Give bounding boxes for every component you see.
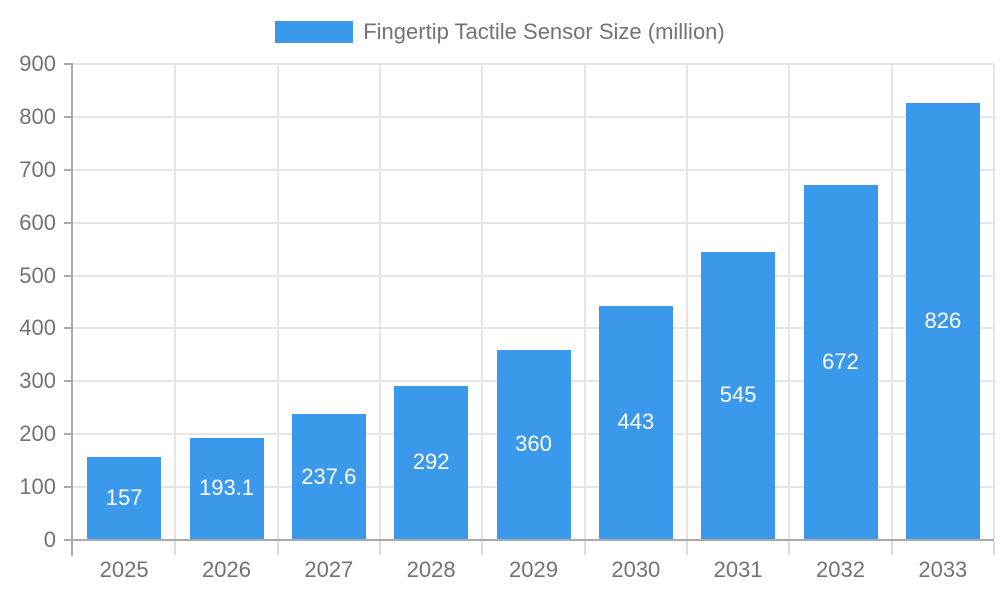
y-tick-label: 400 [19,315,56,341]
y-gridline [73,274,994,277]
category-tick [583,541,586,555]
category-tick [686,541,688,555]
bar-value-label: 237.6 [301,463,357,489]
bar-2025[interactable] [87,456,162,539]
category-gridline [686,64,688,540]
y-gridline [73,63,994,65]
y-axis-tick [64,539,73,541]
y-gridline [73,115,994,118]
category-gridline [276,64,279,540]
bar-2030[interactable] [598,305,673,539]
bar-2033[interactable] [905,103,980,539]
legend-swatch-icon [275,21,354,43]
bar-2028[interactable] [394,385,469,539]
x-tick-label: 2031 [713,557,763,582]
bar-value-label: 443 [617,409,655,435]
x-tick-label: 2030 [611,557,661,582]
x-tick-label: 2033 [918,557,968,582]
bar-value-label: 193.1 [198,475,255,501]
x-tick-label: 2025 [99,557,149,582]
y-tick-label: 300 [19,368,56,394]
bar-2031[interactable] [701,251,776,539]
category-tick [993,541,995,555]
category-gridline [993,64,995,540]
bar-value-label: 292 [412,449,450,475]
x-axis-line [71,539,994,541]
y-axis-tick [64,115,73,118]
x-tick-label: 2026 [202,557,251,582]
bar-value-label: 826 [924,308,962,334]
y-tick-label: 600 [19,209,56,235]
x-tick-label: 2032 [816,557,865,582]
y-axis-tick [64,63,73,65]
category-tick [788,541,791,555]
bar-value-label: 672 [822,348,859,374]
y-tick-label: 500 [19,262,56,288]
category-gridline [890,64,893,540]
y-gridline [73,168,994,171]
category-tick [481,541,484,555]
y-axis-tick [64,221,73,224]
category-gridline [481,64,484,540]
y-axis-tick [64,274,73,277]
bar-value-label: 360 [515,431,552,457]
y-tick-label: 800 [19,103,56,129]
x-tick-label: 2027 [304,557,354,582]
x-tick-label: 2029 [509,557,558,582]
category-gridline [379,64,381,540]
y-gridline [73,221,994,224]
y-axis-tick [64,168,73,171]
bar-value-label: 545 [719,382,757,408]
bar-2027[interactable] [291,414,366,539]
y-tick-label: 0 [43,527,56,552]
category-gridline [788,64,791,540]
y-gridline [73,327,994,330]
y-tick-label: 200 [19,421,56,447]
legend[interactable]: Fingertip Tactile Sensor Size (million) [0,21,1000,43]
y-axis-tick [64,327,73,330]
bar-2032[interactable] [803,184,878,539]
bar-2029[interactable] [496,349,571,539]
y-tick-label: 900 [19,51,56,76]
category-gridline [174,64,177,540]
bar-2026[interactable] [189,437,264,539]
category-tick [379,541,381,555]
category-tick [890,541,893,555]
y-tick-label: 700 [19,156,56,182]
y-axis-line [71,64,73,556]
y-axis-tick [64,486,73,489]
y-tick-label: 100 [19,474,56,500]
legend-label: Fingertip Tactile Sensor Size (million) [363,19,725,44]
category-tick [174,541,177,555]
category-gridline [583,64,586,540]
x-tick-label: 2028 [406,557,456,582]
y-axis-tick [64,433,73,436]
bar-value-label: 157 [105,484,143,510]
y-axis-tick [64,380,73,383]
category-tick [276,541,279,555]
